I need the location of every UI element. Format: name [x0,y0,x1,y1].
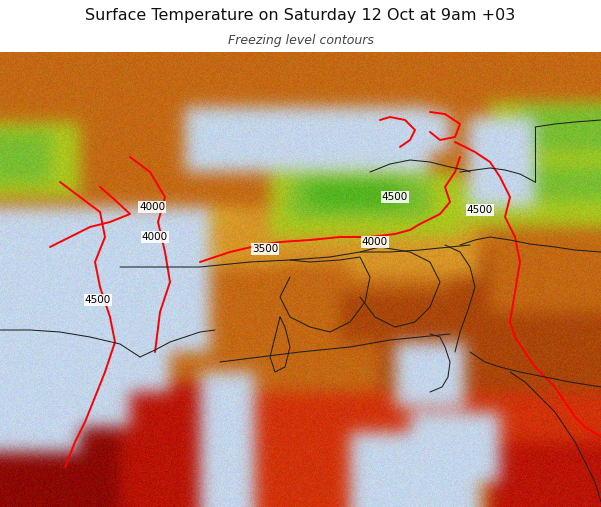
Text: 4500: 4500 [85,295,111,305]
Text: 4000: 4000 [142,232,168,242]
Text: Surface Temperature on Saturday 12 Oct at 9am +03: Surface Temperature on Saturday 12 Oct a… [85,8,516,23]
Text: 4000: 4000 [362,237,388,247]
Text: Freezing level contours: Freezing level contours [228,34,373,47]
Text: 3500: 3500 [252,244,278,254]
Text: 4000: 4000 [139,202,165,212]
Text: 4500: 4500 [467,205,493,215]
Text: 4500: 4500 [382,192,408,202]
